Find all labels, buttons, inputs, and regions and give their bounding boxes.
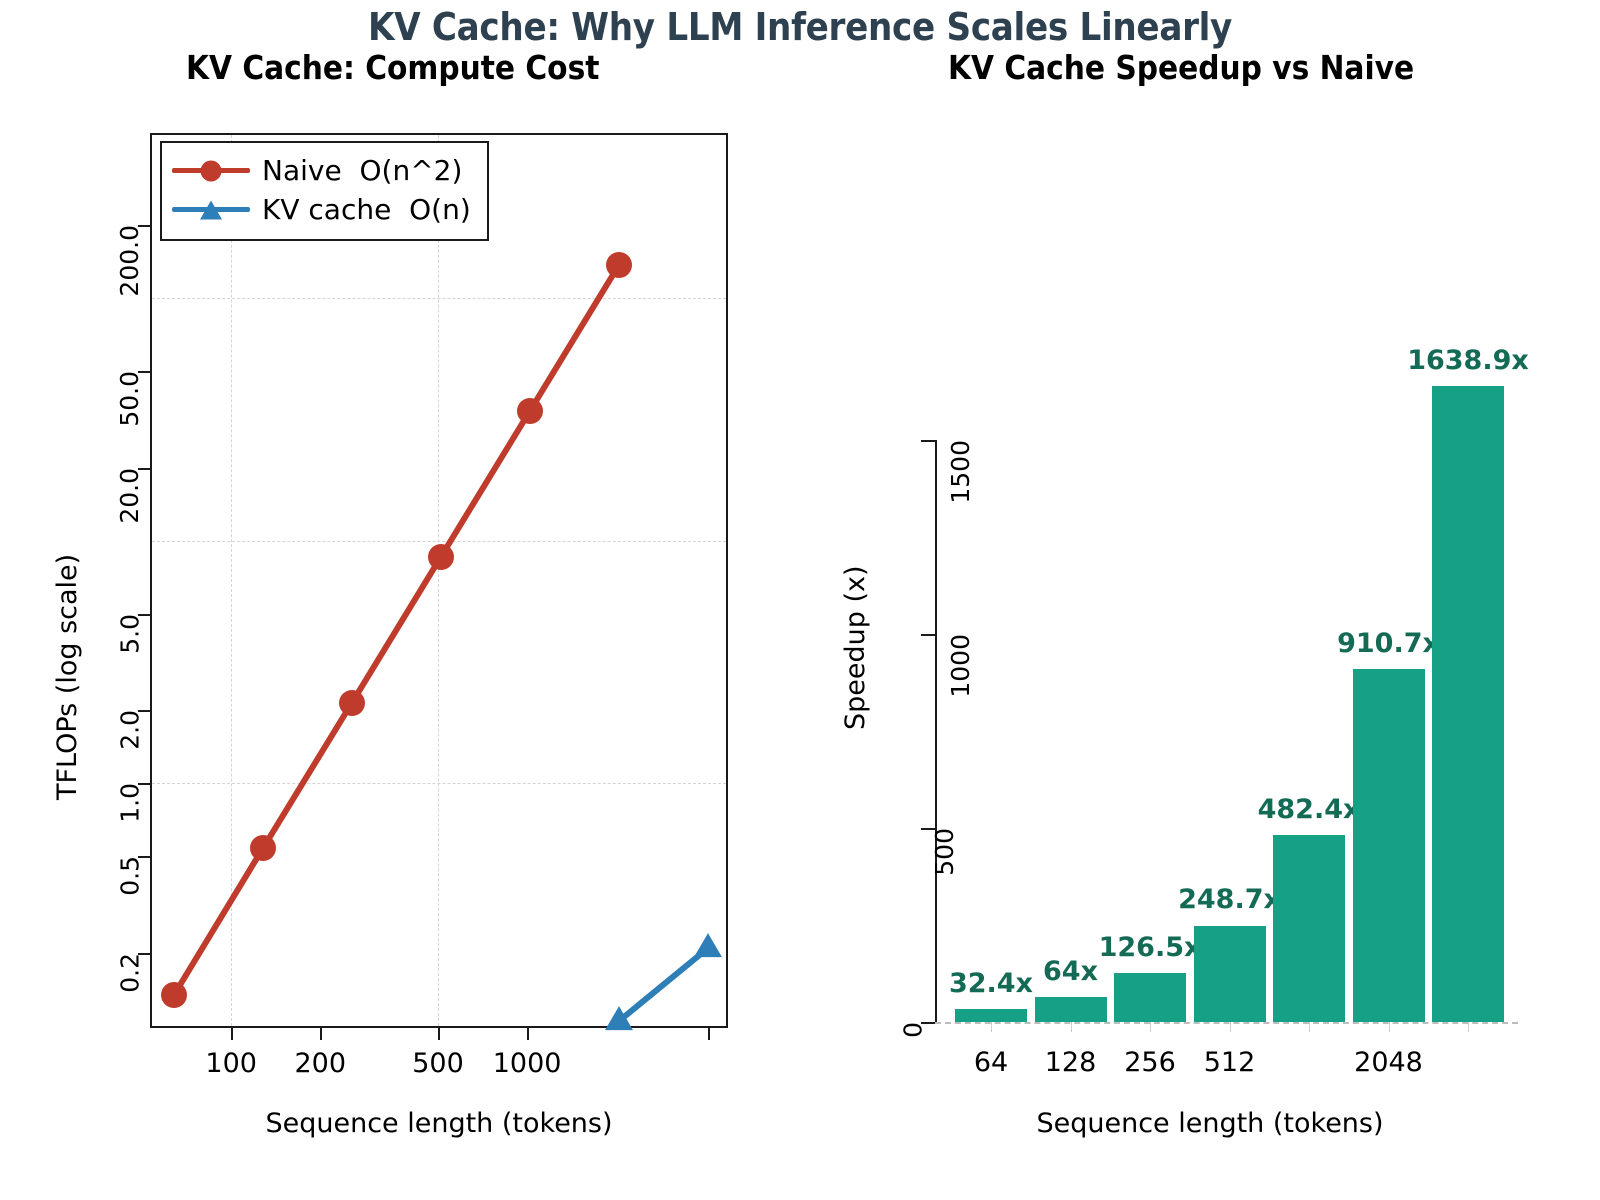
data-point-marker (428, 543, 455, 570)
right-y-tick (921, 1022, 935, 1024)
right-x-tick (1388, 1022, 1390, 1032)
right-plot-area: 0 500 1000 1500 32.4x 64x 126.5x 248.7x 482.4x 9… (898, 133, 1528, 1078)
bar (955, 1009, 1027, 1022)
bar-value-label: 910.7x (1337, 627, 1440, 659)
data-point-marker (605, 1005, 634, 1030)
data-point-marker (606, 251, 633, 278)
bar (1034, 997, 1107, 1022)
left-x-tick-label: 500 (412, 1048, 464, 1079)
left-plot-area: 0.2 0.5 1.0 2.0 5.0 20.0 50.0 200.0 100 200 500 10… (116, 133, 728, 1079)
data-point-marker (249, 835, 276, 862)
right-x-axis-label: Sequence length (tokens) (1036, 1108, 1384, 1139)
right-y-axis-label: Speedup (x) (840, 565, 871, 730)
legend-label-kv-cache: KV cache O(n) (262, 193, 471, 226)
left-y-tick-label: 0.5 (115, 856, 145, 897)
left-vgrid-line (231, 135, 233, 1026)
legend-item-naive: Naive O(n^2) (172, 151, 471, 190)
figure-main-title: KV Cache: Why LLM Inference Scales Linea… (367, 5, 1233, 49)
series-line-naive (170, 261, 623, 999)
bar-value-label: 64x (1043, 956, 1098, 988)
left-y-tick-label: 50.0 (115, 371, 145, 427)
left-x-axis-label: Sequence length (tokens) (265, 1108, 613, 1139)
right-x-tick (1070, 1022, 1072, 1032)
right-x-tick-label: 64 (973, 1047, 1009, 1078)
right-x-tick-label: 2048 (1354, 1047, 1423, 1078)
left-y-tick-label: 5.0 (115, 613, 145, 654)
bar-value-label: 248.7x (1178, 884, 1281, 916)
left-x-tick-label: 200 (294, 1048, 347, 1079)
legend-item-kv-cache: KV cache O(n) (172, 190, 471, 229)
right-y-tick (921, 827, 935, 830)
right-x-tick (1309, 1022, 1310, 1032)
left-series-lines (170, 261, 712, 1026)
bar-value-label: 32.4x (948, 968, 1034, 1000)
left-y-tick-label: 20.0 (115, 467, 145, 524)
right-y-tick-label: 500 (930, 827, 960, 876)
left-x-tick (708, 1026, 711, 1040)
bar-value-label: 482.4x (1257, 793, 1361, 825)
right-y-axis-line (935, 439, 937, 1022)
right-y-tick (921, 439, 935, 442)
legend-label-naive: Naive O(n^2) (262, 154, 463, 187)
right-x-tick-label: 512 (1203, 1047, 1256, 1078)
right-x-tick-label: 256 (1124, 1047, 1176, 1078)
legend-key-circle-icon (172, 160, 250, 181)
left-panel-title: KV Cache: Compute Cost (186, 48, 600, 87)
left-y-tick (138, 225, 152, 228)
left-y-tick (138, 371, 152, 374)
left-y-tick (138, 710, 152, 713)
right-panel-title: KV Cache Speedup vs Naive (948, 48, 1415, 87)
right-x-tick (1468, 1022, 1469, 1032)
left-y-tick-label: 1.0 (115, 783, 145, 824)
bar (1193, 925, 1266, 1022)
bar (1273, 834, 1345, 1022)
bar (1114, 972, 1186, 1022)
data-point-marker (338, 689, 365, 716)
left-x-tick-label: 100 (205, 1048, 257, 1079)
left-legend: Naive O(n^2) KV cache O(n) (160, 141, 489, 241)
left-y-tick-label: 200.0 (115, 225, 145, 297)
right-y-tick-label: 1500 (946, 439, 976, 504)
left-x-tick (438, 1026, 441, 1040)
right-x-tick-label: 128 (1044, 1047, 1097, 1078)
left-x-tick (320, 1026, 323, 1040)
right-baseline (935, 1022, 1518, 1024)
left-y-tick (138, 467, 152, 470)
right-x-tick (991, 1022, 992, 1032)
right-y-tick-label: 1000 (946, 633, 976, 698)
left-y-tick (138, 856, 152, 859)
data-point-marker (517, 397, 544, 424)
left-y-tick (138, 613, 152, 616)
bar (1352, 668, 1425, 1022)
data-point-marker (160, 982, 187, 1009)
left-y-tick (138, 783, 152, 786)
left-y-axis-label: TFLOPs (log scale) (52, 553, 83, 800)
left-x-tick-label: 1000 (492, 1048, 562, 1079)
legend-key-triangle-icon (172, 200, 250, 219)
right-x-tick (1150, 1022, 1151, 1032)
left-y-tick-label: 2.0 (115, 710, 145, 751)
right-y-tick (921, 633, 935, 636)
left-x-tick (527, 1026, 530, 1040)
left-y-tick-label: 0.2 (115, 952, 145, 993)
left-x-tick (231, 1026, 234, 1040)
data-point-marker (694, 932, 723, 957)
right-y-tick-label: 0 (898, 1022, 928, 1038)
left-vgrid-line (438, 135, 440, 1026)
bar (1432, 386, 1504, 1022)
bar-value-label: 126.5x (1098, 931, 1202, 963)
right-x-tick (1229, 1022, 1231, 1032)
left-y-tick (138, 952, 152, 955)
bar-value-label: 1638.9x (1407, 345, 1529, 376)
